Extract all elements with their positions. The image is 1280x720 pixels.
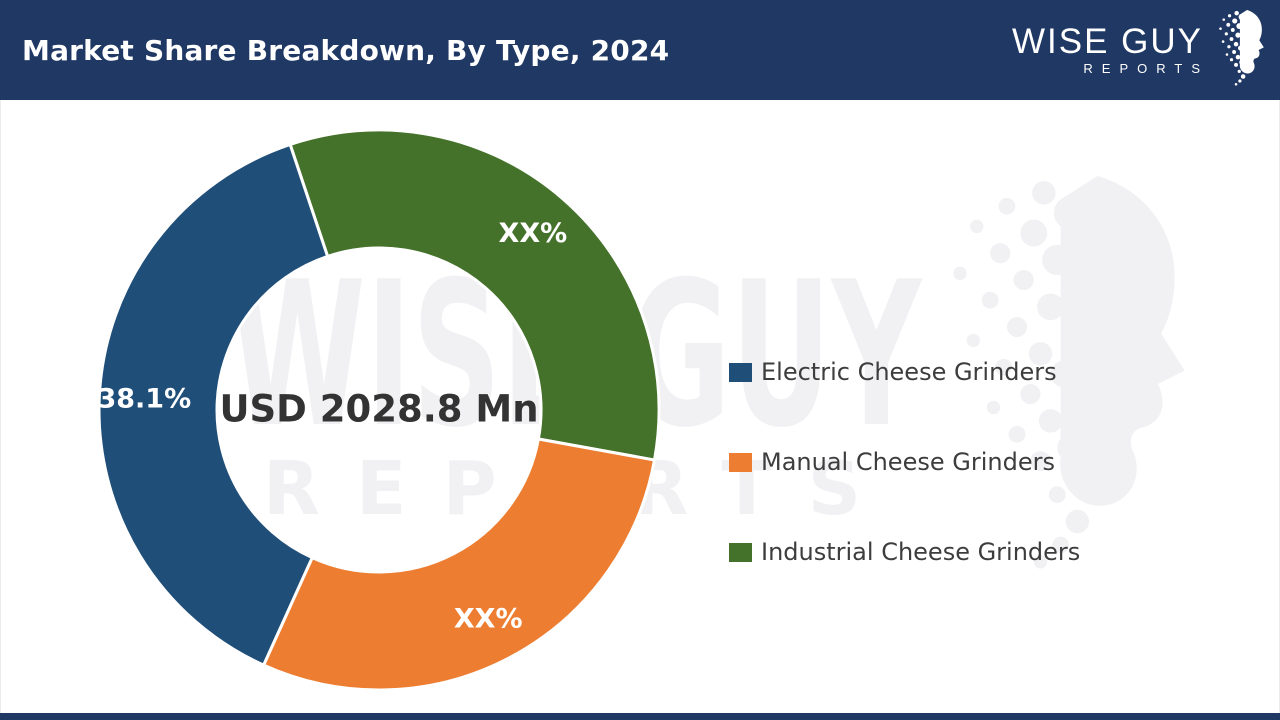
logo-subtext: REPORTS [1083, 61, 1209, 76]
footer-bar [0, 713, 1280, 720]
slice-value-label: XX% [454, 604, 523, 635]
logo-face-icon [1219, 9, 1264, 86]
legend-swatch-electric [729, 362, 752, 382]
header: Market Share Breakdown, By Type, 2024 WI… [0, 0, 1280, 100]
legend-swatch-industrial [729, 542, 752, 562]
brand-logo: WISE GUY REPORTS [1012, 8, 1264, 92]
legend-label: Industrial Cheese Grinders [761, 538, 1081, 566]
page-title: Market Share Breakdown, By Type, 2024 [22, 33, 670, 67]
logo-wordmark: WISE GUY [1011, 22, 1203, 61]
legend-swatch-manual [729, 452, 752, 472]
donut-slice-electric-cheese-grinders [97, 142, 330, 667]
legend-item-electric-cheese-grinders: Electric Cheese Grinders [729, 358, 1080, 386]
chart-legend: Electric Cheese Grinders Manual Cheese G… [729, 358, 1080, 628]
slice-value-label: XX% [499, 218, 568, 249]
donut-slice-manual-cheese-grinders [262, 437, 656, 692]
legend-label: Electric Cheese Grinders [761, 358, 1057, 386]
legend-item-manual-cheese-grinders: Manual Cheese Grinders [729, 448, 1080, 476]
legend-label: Manual Cheese Grinders [761, 448, 1055, 476]
slice-value-label: 38.1% [97, 383, 191, 414]
brand-logo-text: WISE GUY REPORTS [1011, 22, 1203, 77]
donut-chart: XX% XX% 38.1% [97, 128, 661, 692]
chart-center-value: USD 2028.8 Mn [219, 387, 539, 431]
donut-slice-industrial-cheese-grinders [288, 128, 661, 462]
legend-item-industrial-cheese-grinders: Industrial Cheese Grinders [729, 538, 1080, 566]
chart-area: WISE GUY REPORTS XX%XX%38.1% USD 2028.8 … [0, 100, 1280, 713]
